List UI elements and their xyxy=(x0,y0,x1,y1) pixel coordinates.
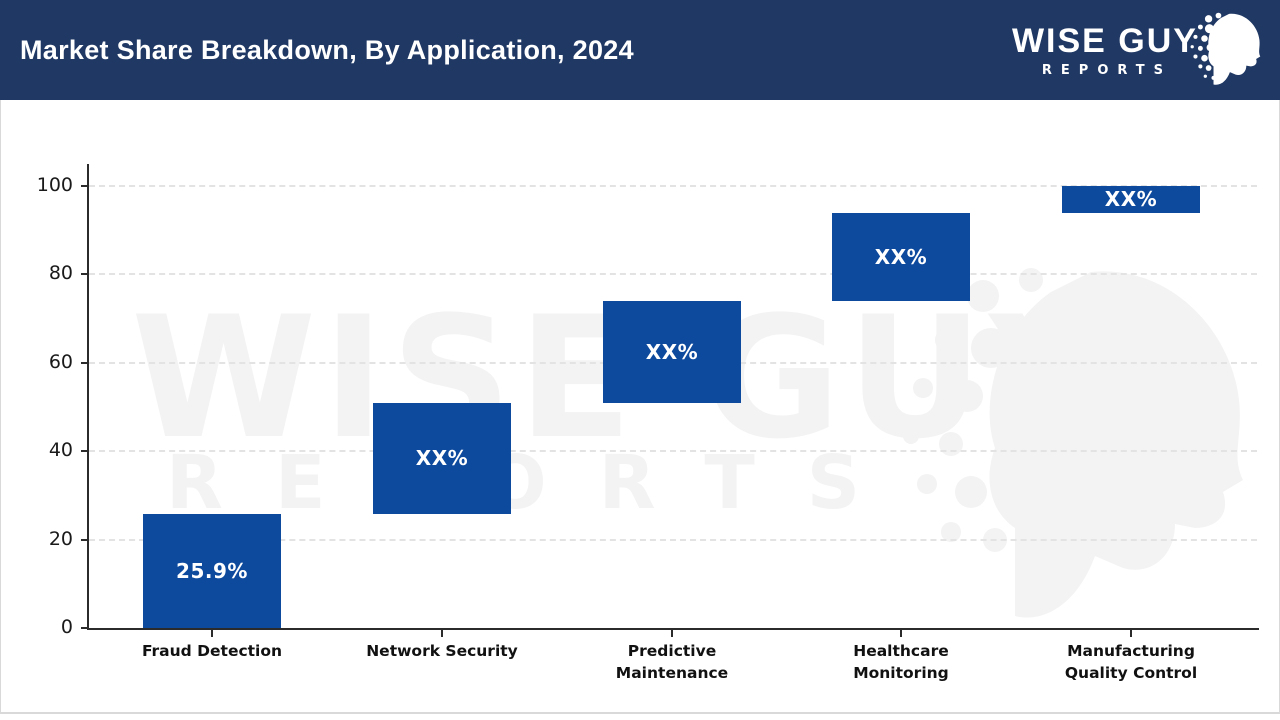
y-tick-mark-0 xyxy=(81,627,88,629)
x-tick-mark-fraud-detection xyxy=(211,630,213,637)
y-tick-label-20: 20 xyxy=(48,527,73,550)
page-title: Market Share Breakdown, By Application, … xyxy=(20,34,634,65)
y-tick-mark-80 xyxy=(81,273,88,276)
bar-fraud-detection: 25.9% xyxy=(143,513,281,628)
bar-value-label: XX% xyxy=(1104,187,1158,212)
x-axis-label-fraud-detection: Fraud Detection xyxy=(97,641,327,663)
bar-value-label: XX% xyxy=(645,340,699,365)
y-tick-mark-40 xyxy=(81,450,88,453)
x-axis-label-line: Maintenance xyxy=(615,663,729,682)
x-axis-label-network-security: Network Security xyxy=(327,641,557,663)
chart-card: WISE GUY REPORTS 0 20 40 60 80 100 25.9% Fraud … xyxy=(0,100,1280,714)
bar-value-label: 25.9% xyxy=(176,558,248,583)
bar-network-security: XX% xyxy=(373,403,511,514)
x-axis-label-healthcare-monitoring: Healthcare Monitoring xyxy=(786,641,1016,684)
x-axis-label-predictive-maintenance: Predictive Maintenance xyxy=(557,641,787,684)
gridline-100 xyxy=(89,185,1257,187)
x-tick-mark-healthcare-monitoring xyxy=(900,630,902,637)
x-axis-label-manufacturing-quality-control: Manufacturing Quality Control xyxy=(1016,641,1246,684)
x-tick-mark-predictive-maintenance xyxy=(671,630,673,637)
x-axis-label-line: Fraud Detection xyxy=(141,642,283,660)
x-axis-line xyxy=(87,628,1259,630)
x-tick-mark-manufacturing-quality-control xyxy=(1130,630,1132,637)
x-axis-label-line: Network Security xyxy=(366,642,518,660)
bar-value-label: XX% xyxy=(874,245,928,270)
plot-area: 0 20 40 60 80 100 25.9% Fraud Detection XX% Netwo… xyxy=(1,100,1279,712)
x-axis-label-line: Monitoring xyxy=(853,663,949,682)
y-tick-mark-60 xyxy=(81,361,88,364)
bar-manufacturing-quality-control: XX% xyxy=(1062,186,1200,213)
gridline-20 xyxy=(89,538,1257,541)
bar-value-label: XX% xyxy=(415,446,469,471)
y-axis-line xyxy=(87,163,89,630)
y-tick-mark-20 xyxy=(81,538,88,541)
header-bar: Market Share Breakdown, By Application, … xyxy=(0,0,1280,100)
y-tick-label-80: 80 xyxy=(48,262,73,285)
y-tick-label-100: 100 xyxy=(36,174,73,196)
gridline-80 xyxy=(89,273,1257,276)
bar-healthcare-monitoring: XX% xyxy=(832,212,970,302)
x-axis-label-line: Manufacturing xyxy=(1067,642,1195,660)
y-tick-label-40: 40 xyxy=(48,439,73,462)
x-axis-label-line: Healthcare xyxy=(853,642,949,660)
logo: WISE GUY REPORTS xyxy=(1012,0,1266,100)
logo-wordmark-text: WISE GUY xyxy=(1011,22,1198,60)
bar-predictive-maintenance: XX% xyxy=(603,301,741,404)
gridline-40 xyxy=(89,450,1257,453)
logo-subtext: REPORTS xyxy=(1041,63,1173,78)
wise-guy-head-icon xyxy=(1190,12,1261,85)
x-tick-mark-network-security xyxy=(441,630,443,637)
logo-wordmark: WISE GUY REPORTS xyxy=(1012,22,1198,78)
y-tick-label-60: 60 xyxy=(48,350,73,373)
y-tick-label-0: 0 xyxy=(60,616,73,638)
x-axis-label-line: Quality Control xyxy=(1064,663,1198,682)
x-axis-label-line: Predictive xyxy=(627,642,717,660)
y-tick-mark-100 xyxy=(81,185,88,187)
